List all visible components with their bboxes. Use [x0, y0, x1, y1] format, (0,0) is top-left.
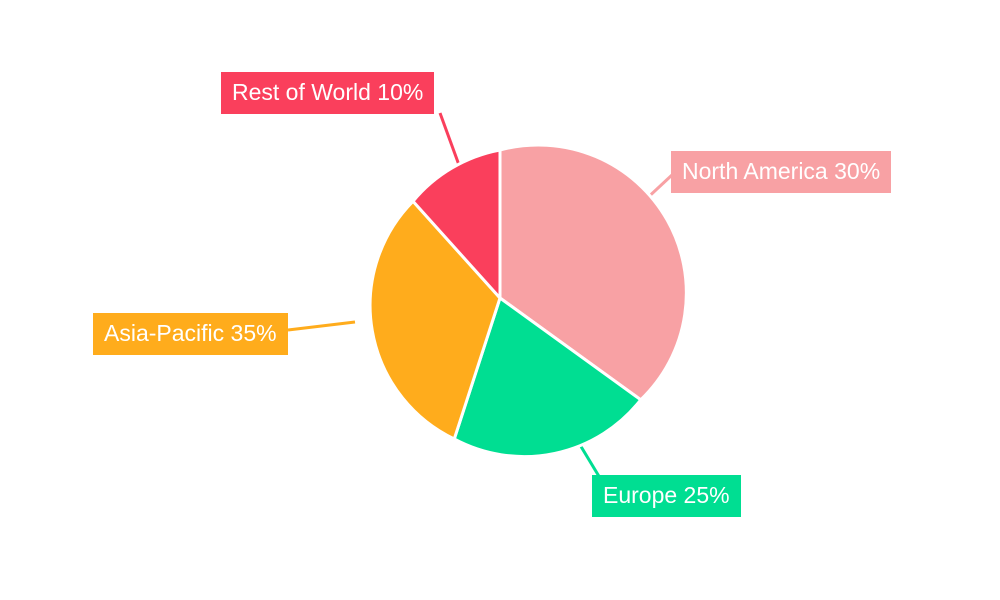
pie-slice-north-america[interactable] [498, 143, 688, 402]
pie-slice-europe[interactable] [452, 296, 643, 459]
leader-line-asia-pacific [287, 320, 356, 332]
pie-label-north-america[interactable]: North America 30% [671, 151, 892, 193]
pie-label-rest-of-world[interactable]: Rest of World 10% [221, 72, 435, 114]
pie-label-europe[interactable]: Europe 25% [592, 475, 741, 517]
pie-slice-asia-pacific[interactable] [368, 199, 502, 441]
pie-label-asia-pacific[interactable]: Asia-Pacific 35% [93, 313, 288, 355]
pie-slice-rest-of-world[interactable] [411, 148, 502, 300]
